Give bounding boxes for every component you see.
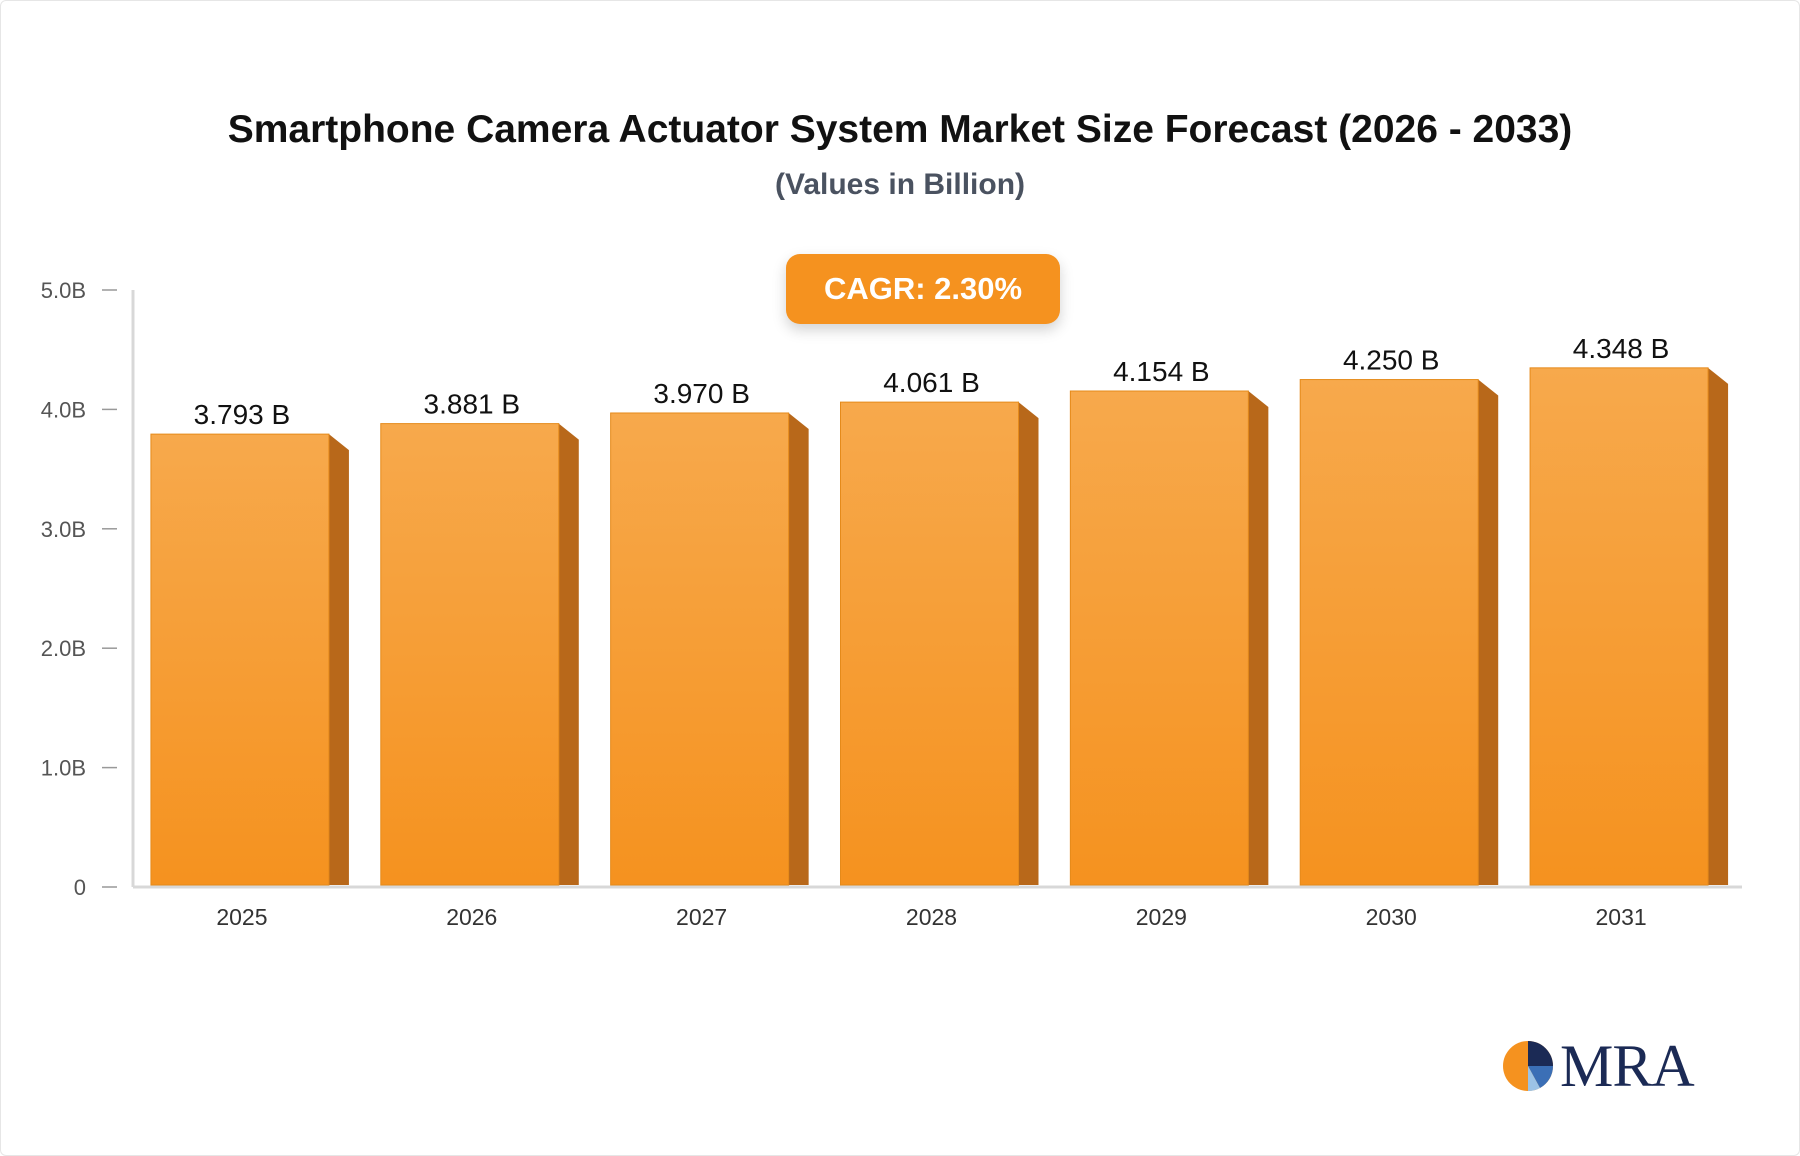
bar-value-label: 3.970 B xyxy=(653,378,750,409)
cagr-badge: CAGR: 2.30% xyxy=(786,254,1060,324)
y-tick-label: 0 xyxy=(74,875,86,900)
bar-value-label: 4.250 B xyxy=(1343,345,1440,376)
bar-side xyxy=(1708,367,1729,886)
logo-text: MRA xyxy=(1560,1032,1695,1099)
y-tick-label: 2.0B xyxy=(41,636,86,661)
bar xyxy=(1069,390,1249,886)
bar xyxy=(1299,379,1479,886)
y-tick-label: 1.0B xyxy=(41,756,86,781)
bar-value-label: 3.881 B xyxy=(424,389,521,420)
x-tick-label: 2031 xyxy=(1595,904,1646,930)
x-tick-label: 2027 xyxy=(676,904,727,930)
y-tick-label: 3.0B xyxy=(41,517,86,542)
x-tick-label: 2025 xyxy=(216,904,267,930)
y-tick-label: 4.0B xyxy=(41,397,86,422)
bar-value-label: 4.061 B xyxy=(883,367,980,398)
chart-subtitle: (Values in Billion) xyxy=(774,168,1026,201)
bar-value-label: 4.154 B xyxy=(1113,356,1210,387)
bar xyxy=(610,412,790,886)
x-tick-label: 2026 xyxy=(446,904,497,930)
bar-side xyxy=(788,412,809,885)
bar-side xyxy=(328,434,349,885)
bar-side xyxy=(1478,379,1499,885)
bar-value-label: 4.348 B xyxy=(1573,333,1670,364)
bar-value-label: 3.793 B xyxy=(194,399,291,430)
bar xyxy=(380,423,560,886)
x-tick-label: 2030 xyxy=(1366,904,1417,930)
mra-logo: MRA xyxy=(1500,1032,1700,1099)
x-tick-label: 2028 xyxy=(906,904,957,930)
x-tick-label: 2029 xyxy=(1136,904,1187,930)
bar xyxy=(840,401,1019,886)
logo-pie-icon xyxy=(1503,1041,1554,1092)
bar xyxy=(1529,367,1709,886)
bar-side xyxy=(1248,391,1269,885)
chart-title: Smartphone Camera Actuator System Market… xyxy=(227,108,1573,151)
bar-side xyxy=(1018,402,1039,885)
y-tick-label: 5.0B xyxy=(41,278,86,303)
bar-side xyxy=(558,423,579,885)
bar xyxy=(150,433,330,886)
